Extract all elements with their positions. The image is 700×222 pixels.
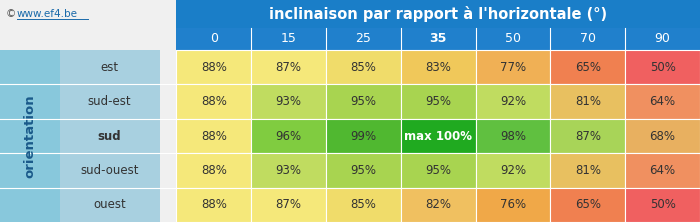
Text: 98%: 98% [500, 129, 526, 143]
Bar [401, 84, 475, 119]
Bar [475, 50, 550, 84]
Text: 88%: 88% [201, 61, 227, 74]
Bar [176, 188, 251, 222]
Text: 64%: 64% [650, 164, 676, 177]
Bar [550, 153, 625, 188]
Text: sud: sud [98, 129, 121, 143]
Bar [550, 188, 625, 222]
Text: 95%: 95% [351, 95, 377, 108]
Text: max 100%: max 100% [404, 129, 473, 143]
Bar [401, 119, 475, 153]
Text: sud-ouest: sud-ouest [80, 164, 139, 177]
Bar [625, 188, 700, 222]
Text: 87%: 87% [276, 198, 302, 211]
Text: 65%: 65% [575, 198, 601, 211]
Bar [401, 50, 475, 84]
Text: 95%: 95% [425, 95, 452, 108]
Bar [251, 188, 326, 222]
Text: 50%: 50% [650, 61, 676, 74]
Bar [625, 84, 700, 119]
Text: 65%: 65% [575, 61, 601, 74]
Bar [0, 50, 60, 222]
Text: 87%: 87% [575, 129, 601, 143]
Bar [176, 84, 251, 119]
Text: 25: 25 [356, 32, 371, 46]
Text: orientation: orientation [23, 94, 36, 178]
Text: 77%: 77% [500, 61, 526, 74]
Bar [176, 153, 251, 188]
Bar [625, 153, 700, 188]
Text: 88%: 88% [201, 129, 227, 143]
Text: est: est [101, 61, 118, 74]
Bar [475, 84, 550, 119]
Bar [326, 50, 401, 84]
Text: 81%: 81% [575, 95, 601, 108]
Text: 0: 0 [210, 32, 218, 46]
Text: 87%: 87% [276, 61, 302, 74]
Text: inclinaison par rapport à l'horizontale (°): inclinaison par rapport à l'horizontale … [269, 6, 608, 22]
Text: 93%: 93% [276, 164, 302, 177]
Text: 95%: 95% [351, 164, 377, 177]
Text: ouest: ouest [93, 198, 126, 211]
Bar [176, 28, 700, 50]
Bar [326, 188, 401, 222]
Text: 92%: 92% [500, 95, 526, 108]
Bar [0, 0, 176, 222]
Bar [176, 0, 700, 28]
Text: 88%: 88% [201, 164, 227, 177]
Bar [401, 153, 475, 188]
Bar [550, 119, 625, 153]
Bar [326, 153, 401, 188]
Text: 76%: 76% [500, 198, 526, 211]
Bar [475, 188, 550, 222]
Bar [475, 153, 550, 188]
Text: 70: 70 [580, 32, 596, 46]
Text: 95%: 95% [425, 164, 452, 177]
Bar [625, 119, 700, 153]
Text: 35: 35 [430, 32, 447, 46]
Bar [475, 119, 550, 153]
Text: 88%: 88% [201, 95, 227, 108]
Text: 90: 90 [654, 32, 671, 46]
Bar [251, 119, 326, 153]
Bar [251, 50, 326, 84]
Text: 99%: 99% [350, 129, 377, 143]
Bar [176, 50, 251, 84]
Text: 85%: 85% [351, 61, 377, 74]
Text: 68%: 68% [650, 129, 676, 143]
Bar [550, 84, 625, 119]
Text: 92%: 92% [500, 164, 526, 177]
Text: www.ef4.be: www.ef4.be [17, 9, 78, 19]
Bar [251, 84, 326, 119]
Bar [625, 50, 700, 84]
Text: 82%: 82% [425, 198, 452, 211]
Bar [550, 50, 625, 84]
Bar [326, 119, 401, 153]
Text: 93%: 93% [276, 95, 302, 108]
Text: sud-est: sud-est [88, 95, 132, 108]
Text: 64%: 64% [650, 95, 676, 108]
Text: 81%: 81% [575, 164, 601, 177]
Bar [326, 84, 401, 119]
Bar [60, 50, 160, 222]
Bar [251, 153, 326, 188]
Text: 88%: 88% [201, 198, 227, 211]
Text: ©: © [6, 9, 16, 19]
Text: 96%: 96% [276, 129, 302, 143]
Bar [176, 119, 251, 153]
Text: 50: 50 [505, 32, 521, 46]
Text: 15: 15 [281, 32, 297, 46]
Text: 50%: 50% [650, 198, 676, 211]
Text: 85%: 85% [351, 198, 377, 211]
Bar [401, 188, 475, 222]
Text: 83%: 83% [426, 61, 451, 74]
